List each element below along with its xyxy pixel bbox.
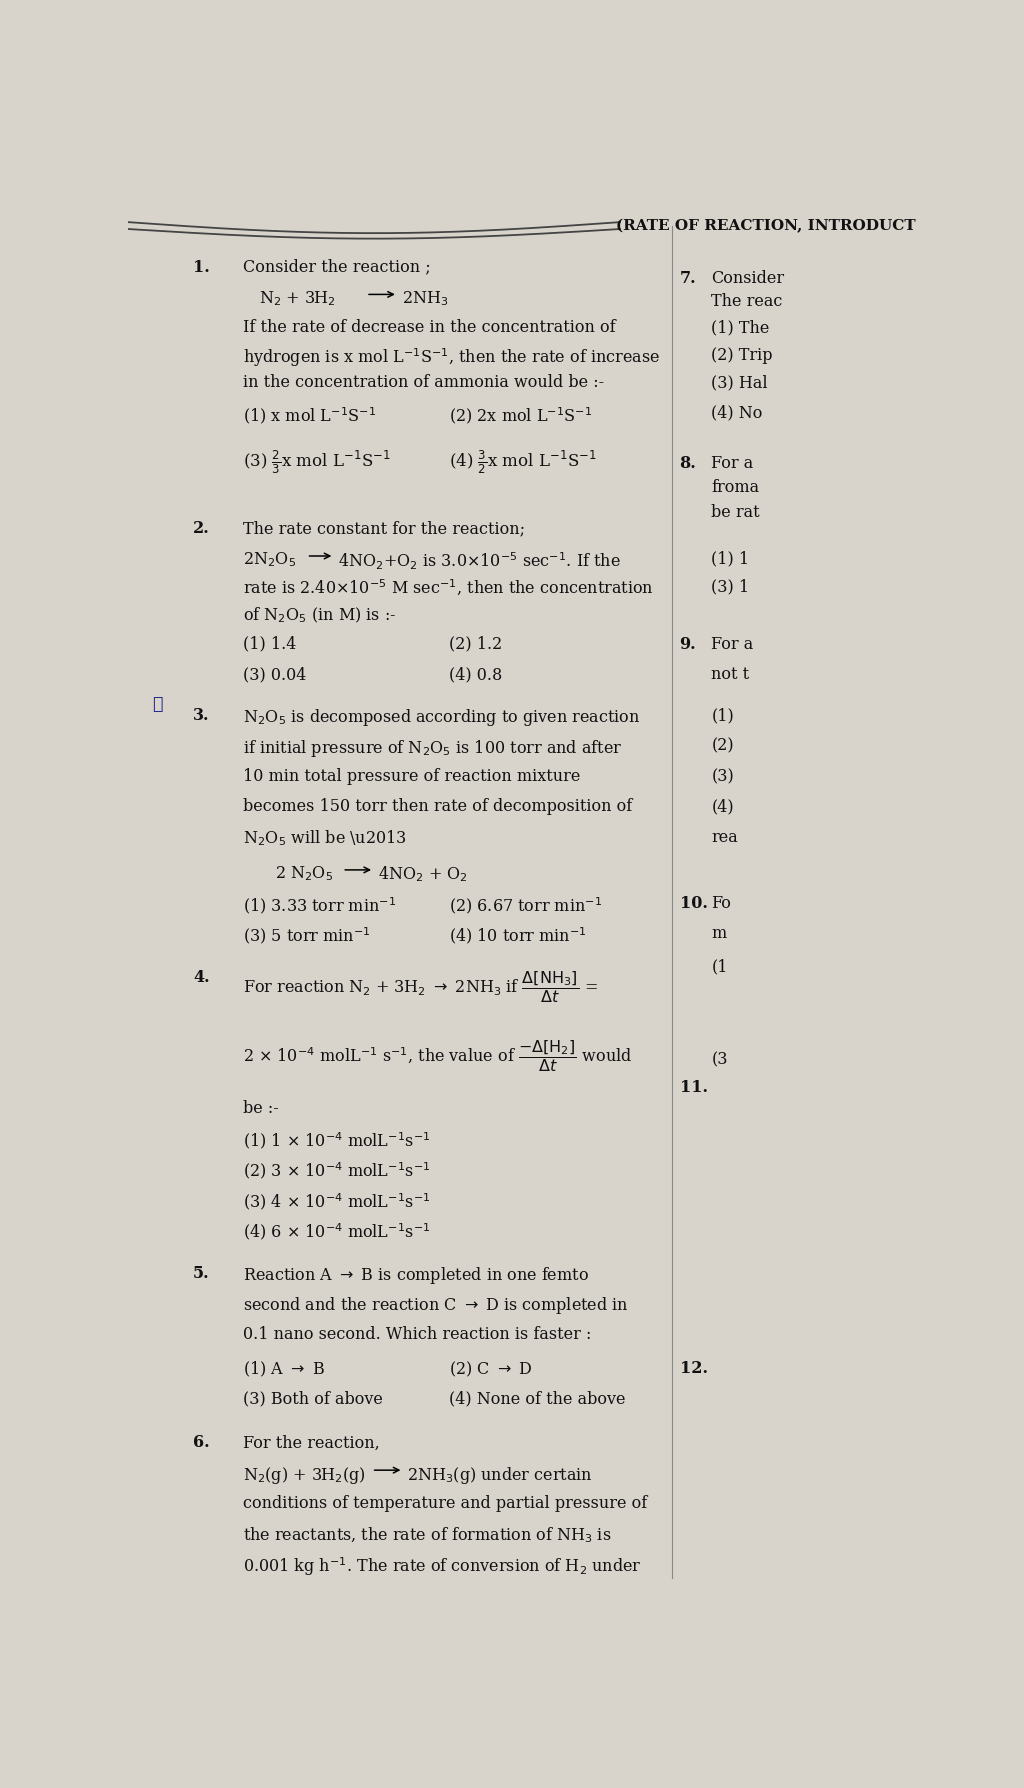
Text: be rat: be rat: [712, 504, 760, 520]
Text: (2) 2x mol L$^{-1}$S$^{-1}$: (2) 2x mol L$^{-1}$S$^{-1}$: [450, 404, 593, 426]
Text: (4) 0.8: (4) 0.8: [450, 667, 503, 683]
Text: (2): (2): [712, 738, 734, 755]
Text: 0.1 nano second. Which reaction is faster :: 0.1 nano second. Which reaction is faste…: [243, 1325, 592, 1343]
Text: 4NO$_2$+O$_2$ is 3.0$\times$10$^{-5}$ sec$^{-1}$. If the: 4NO$_2$+O$_2$ is 3.0$\times$10$^{-5}$ se…: [338, 551, 622, 572]
Text: 7.: 7.: [680, 270, 696, 286]
Text: if initial pressure of N$_2$O$_5$ is 100 torr and after: if initial pressure of N$_2$O$_5$ is 100…: [243, 738, 623, 758]
Text: N$_2$ + 3H$_2$: N$_2$ + 3H$_2$: [259, 290, 336, 308]
Text: 2.: 2.: [194, 520, 210, 536]
Text: Reaction A $\rightarrow$ B is completed in one femto: Reaction A $\rightarrow$ B is completed …: [243, 1266, 589, 1286]
Text: (2) 1.2: (2) 1.2: [450, 637, 503, 653]
Text: in the concentration of ammonia would be :-: in the concentration of ammonia would be…: [243, 374, 604, 392]
Text: 6.: 6.: [194, 1434, 210, 1452]
Text: (3: (3: [712, 1051, 728, 1069]
Text: (1) A $\rightarrow$ B: (1) A $\rightarrow$ B: [243, 1361, 325, 1379]
Text: 12.: 12.: [680, 1361, 708, 1377]
Text: For a: For a: [712, 456, 754, 472]
Text: N$_2$(g) + 3H$_2$(g): N$_2$(g) + 3H$_2$(g): [243, 1464, 366, 1486]
Text: The rate constant for the reaction;: The rate constant for the reaction;: [243, 520, 525, 536]
Text: (3) $\frac{2}{3}$x mol L$^{-1}$S$^{-1}$: (3) $\frac{2}{3}$x mol L$^{-1}$S$^{-1}$: [243, 449, 391, 476]
Text: (1) 1.4: (1) 1.4: [243, 637, 296, 653]
Text: (3) 1: (3) 1: [712, 578, 750, 595]
Text: For the reaction,: For the reaction,: [243, 1434, 380, 1452]
Text: 2NH$_3$: 2NH$_3$: [401, 290, 449, 308]
Text: not t: not t: [712, 667, 750, 683]
Text: (1: (1: [712, 958, 728, 974]
Text: (2) 3 $\times$ 10$^{-4}$ molL$^{-1}$s$^{-1}$: (2) 3 $\times$ 10$^{-4}$ molL$^{-1}$s$^{…: [243, 1160, 430, 1182]
Text: (2) Trip: (2) Trip: [712, 347, 773, 363]
Text: (3) 0.04: (3) 0.04: [243, 667, 306, 683]
Text: 8.: 8.: [680, 456, 696, 472]
Text: rate is 2.40$\times$10$^{-5}$ M sec$^{-1}$, then the concentration: rate is 2.40$\times$10$^{-5}$ M sec$^{-1…: [243, 578, 654, 597]
Text: (1): (1): [712, 708, 734, 724]
Text: For reaction N$_2$ + 3H$_2$ $\rightarrow$ 2NH$_3$ if $\dfrac{\Delta[\mathrm{NH_3: For reaction N$_2$ + 3H$_2$ $\rightarrow…: [243, 969, 598, 1005]
Text: 1.: 1.: [194, 259, 210, 275]
Text: Consider: Consider: [712, 270, 784, 286]
Text: becomes 150 torr then rate of decomposition of: becomes 150 torr then rate of decomposit…: [243, 797, 633, 815]
Text: (1) The: (1) The: [712, 320, 770, 336]
Text: (2) C $\rightarrow$ D: (2) C $\rightarrow$ D: [450, 1361, 534, 1379]
Text: 2 N$_2$O$_5$: 2 N$_2$O$_5$: [274, 864, 333, 883]
Text: If the rate of decrease in the concentration of: If the rate of decrease in the concentra…: [243, 320, 615, 336]
Text: 10 min total pressure of reaction mixture: 10 min total pressure of reaction mixtur…: [243, 769, 581, 785]
Text: (2) 6.67 torr min$^{-1}$: (2) 6.67 torr min$^{-1}$: [450, 894, 602, 915]
Text: of N$_2$O$_5$ (in M) is :-: of N$_2$O$_5$ (in M) is :-: [243, 606, 396, 626]
Text: (4) $\frac{3}{2}$x mol L$^{-1}$S$^{-1}$: (4) $\frac{3}{2}$x mol L$^{-1}$S$^{-1}$: [450, 449, 597, 476]
Text: 10.: 10.: [680, 894, 708, 912]
Text: (4) 6 $\times$ 10$^{-4}$ molL$^{-1}$s$^{-1}$: (4) 6 $\times$ 10$^{-4}$ molL$^{-1}$s$^{…: [243, 1221, 430, 1243]
Text: ✦: ✦: [152, 697, 162, 713]
Text: (3) 5 torr min$^{-1}$: (3) 5 torr min$^{-1}$: [243, 924, 371, 946]
Text: (1) x mol L$^{-1}$S$^{-1}$: (1) x mol L$^{-1}$S$^{-1}$: [243, 404, 376, 426]
Text: N$_2$O$_5$ will be \u2013: N$_2$O$_5$ will be \u2013: [243, 828, 407, 848]
Text: (RATE OF REACTION, INTRODUCT: (RATE OF REACTION, INTRODUCT: [616, 218, 915, 232]
Text: 2N$_2$O$_5$: 2N$_2$O$_5$: [243, 551, 296, 569]
Text: For a: For a: [712, 637, 754, 653]
Text: (4): (4): [712, 797, 734, 815]
Text: (4) None of the above: (4) None of the above: [450, 1391, 626, 1407]
Text: 0.001 kg h$^{-1}$. The rate of conversion of H$_2$ under: 0.001 kg h$^{-1}$. The rate of conversio…: [243, 1556, 642, 1579]
Text: conditions of temperature and partial pressure of: conditions of temperature and partial pr…: [243, 1495, 647, 1513]
Text: rea: rea: [712, 828, 738, 846]
Text: (4) 10 torr min$^{-1}$: (4) 10 torr min$^{-1}$: [450, 924, 587, 946]
Text: Consider the reaction ;: Consider the reaction ;: [243, 259, 431, 275]
Text: (1) 3.33 torr min$^{-1}$: (1) 3.33 torr min$^{-1}$: [243, 894, 396, 915]
Text: 2NH$_3$(g) under certain: 2NH$_3$(g) under certain: [408, 1464, 593, 1486]
Text: 5.: 5.: [194, 1266, 210, 1282]
Text: (3): (3): [712, 769, 734, 785]
Text: Fo: Fo: [712, 894, 731, 912]
Text: m: m: [712, 924, 727, 942]
Text: N$_2$O$_5$ is decomposed according to given reaction: N$_2$O$_5$ is decomposed according to gi…: [243, 708, 640, 728]
Text: (3) Both of above: (3) Both of above: [243, 1391, 383, 1407]
Text: (3) 4 $\times$ 10$^{-4}$ molL$^{-1}$s$^{-1}$: (3) 4 $\times$ 10$^{-4}$ molL$^{-1}$s$^{…: [243, 1191, 430, 1212]
Text: (3) Hal: (3) Hal: [712, 374, 768, 392]
Text: (1) 1: (1) 1: [712, 551, 750, 567]
Text: froma: froma: [712, 479, 760, 495]
Text: be :-: be :-: [243, 1100, 279, 1118]
Text: (1) 1 $\times$ 10$^{-4}$ molL$^{-1}$s$^{-1}$: (1) 1 $\times$ 10$^{-4}$ molL$^{-1}$s$^{…: [243, 1130, 430, 1151]
Text: 4.: 4.: [194, 969, 210, 985]
Text: the reactants, the rate of formation of NH$_3$ is: the reactants, the rate of formation of …: [243, 1525, 611, 1545]
Text: hydrogen is x mol L$^{-1}$S$^{-1}$, then the rate of increase: hydrogen is x mol L$^{-1}$S$^{-1}$, then…: [243, 347, 660, 370]
Text: 9.: 9.: [680, 637, 696, 653]
Text: 3.: 3.: [194, 708, 210, 724]
Text: 2 $\times$ 10$^{-4}$ molL$^{-1}$ s$^{-1}$, the value of $\dfrac{-\Delta[\mathrm{: 2 $\times$ 10$^{-4}$ molL$^{-1}$ s$^{-1}…: [243, 1037, 632, 1075]
Text: The reac: The reac: [712, 293, 782, 309]
Text: 11.: 11.: [680, 1080, 708, 1096]
Text: 4NO$_2$ + O$_2$: 4NO$_2$ + O$_2$: [378, 864, 468, 883]
Text: second and the reaction C $\rightarrow$ D is completed in: second and the reaction C $\rightarrow$ …: [243, 1295, 629, 1316]
Text: (4) No: (4) No: [712, 404, 763, 422]
